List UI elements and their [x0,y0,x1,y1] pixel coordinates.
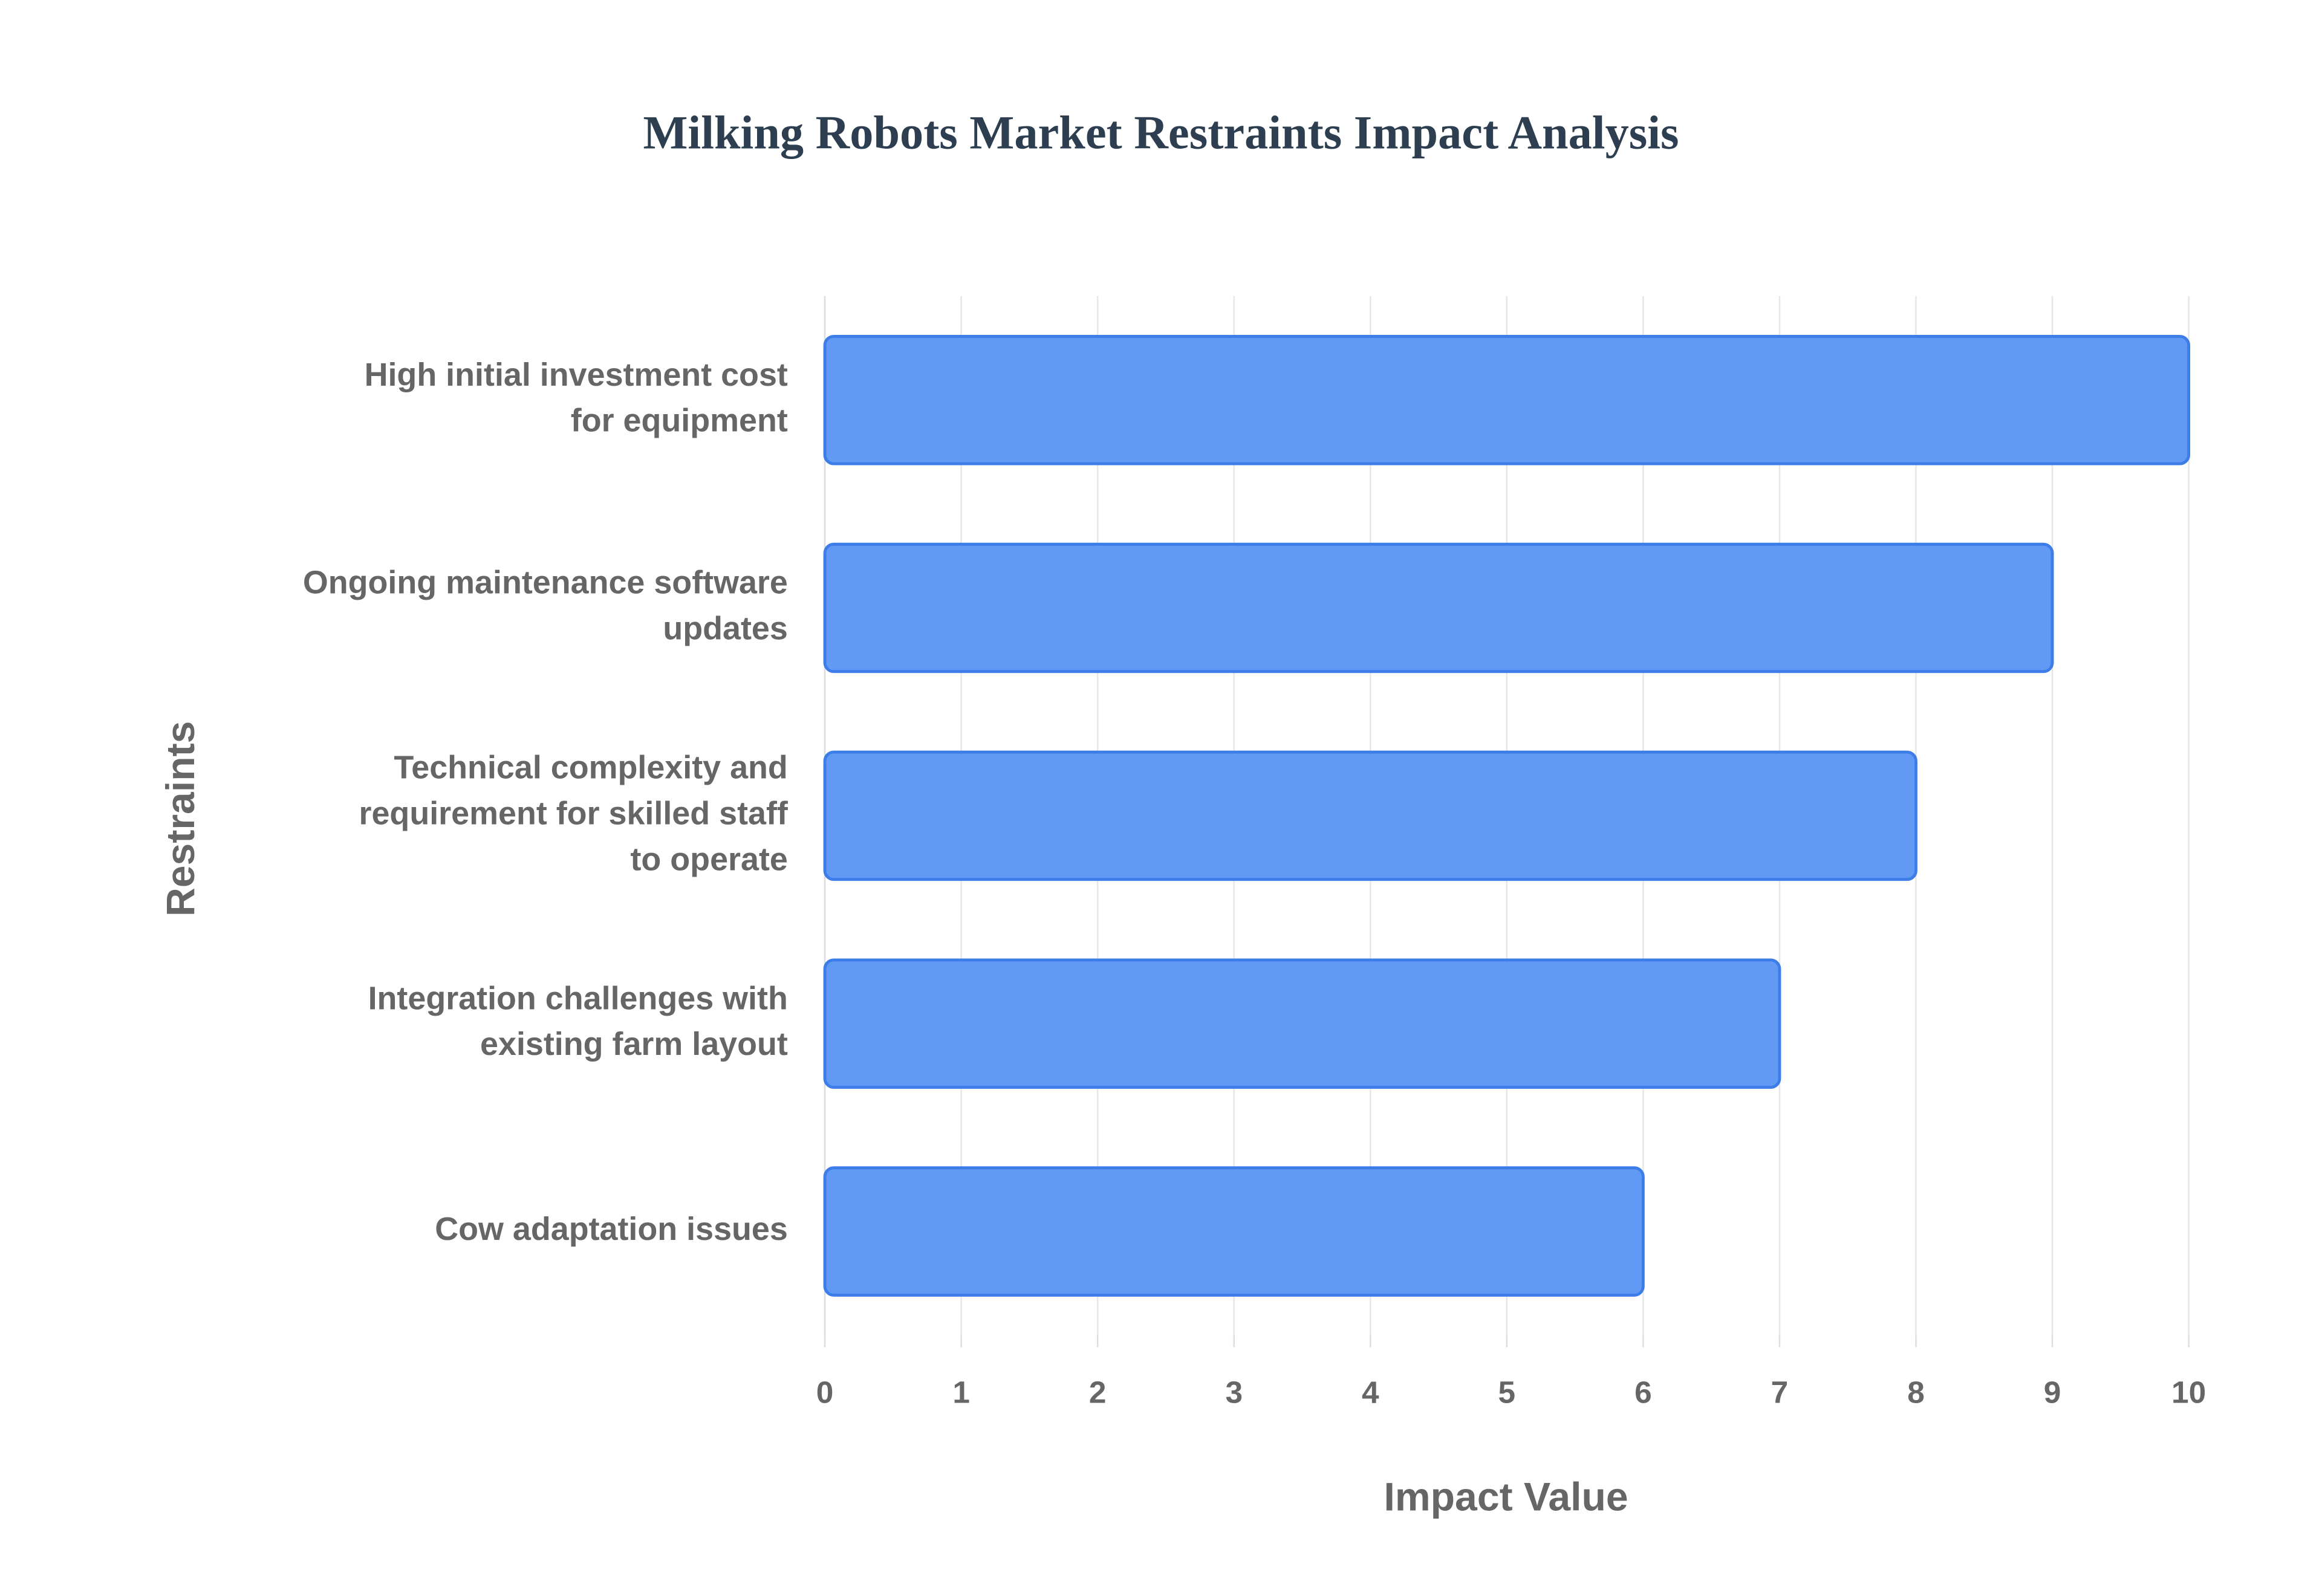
bar [823,750,1917,881]
x-tick-label: 4 [1362,1375,1379,1410]
x-tick-label: 0 [816,1375,834,1410]
x-axis-title: Impact Value [1384,1474,1628,1519]
bar [823,1166,1645,1297]
bar [823,542,2054,673]
bar [823,958,1781,1089]
x-tick-label: 10 [2171,1375,2206,1410]
x-tick-label: 3 [1225,1375,1243,1410]
x-tick-label: 6 [1634,1375,1652,1410]
y-tick-label: Integration challenges with existing far… [368,980,788,1062]
x-tick-label: 7 [1771,1375,1789,1410]
x-tick-label: 5 [1498,1375,1516,1410]
y-tick-label: Ongoing maintenance software updates [303,565,788,647]
bar [823,334,2191,465]
y-tick-label: Technical complexity and requirement for… [350,750,789,878]
y-tick-label: Cow adaptation issues [435,1211,788,1247]
x-tick-label: 2 [1089,1375,1107,1410]
y-axis-title: Restraints [158,721,203,916]
chart-title: Milking Robots Market Restraints Impact … [643,106,1679,159]
x-tick-label: 9 [2044,1375,2061,1410]
y-tick-label: High initial investment cost for equipme… [365,357,788,439]
x-tick-label: 8 [1907,1375,1925,1410]
x-tick-label: 1 [952,1375,970,1410]
